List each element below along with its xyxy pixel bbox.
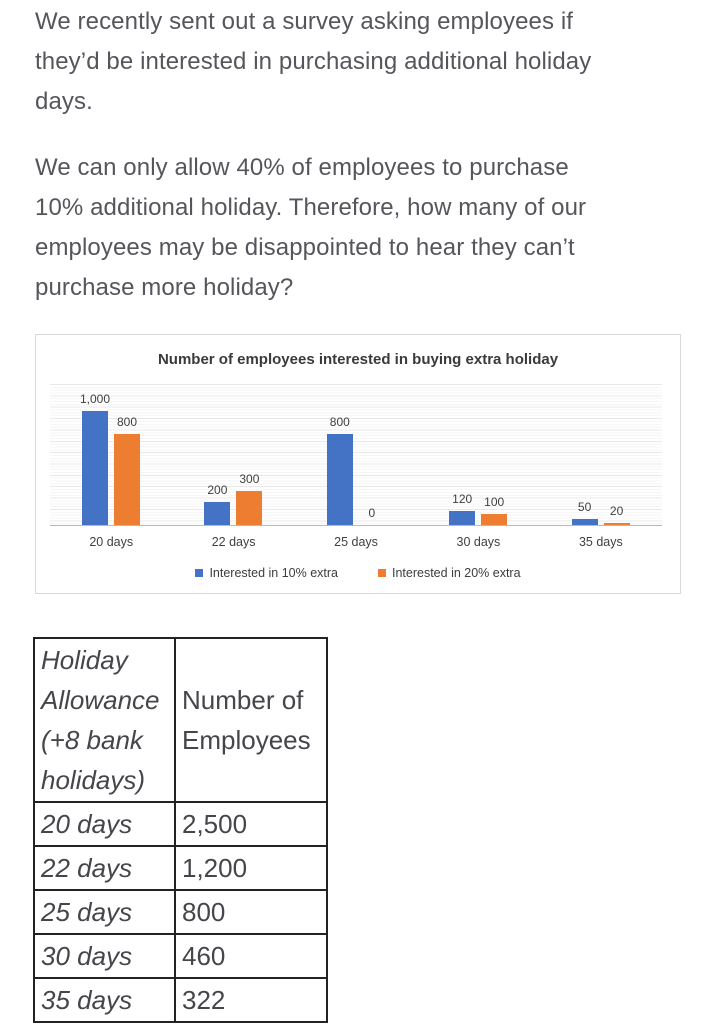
table-row: 30 days 460	[33, 933, 328, 979]
cell-allowance: 35 days	[33, 977, 176, 1023]
table-row: 25 days 800	[33, 889, 328, 935]
bar-22-days-series1	[204, 502, 231, 525]
header-holiday-allowance: Holiday Allowance (+8 bank holidays)	[33, 637, 176, 803]
data-label: 50	[577, 500, 592, 515]
data-label: 800	[116, 415, 138, 430]
header-number-of-employees: Number of Employees	[174, 637, 328, 803]
data-label: 300	[239, 471, 260, 486]
data-label: 20	[609, 503, 624, 518]
category-label: 35 days	[578, 535, 623, 549]
bar-25-days-series1	[326, 434, 353, 525]
question-text-line: they’d be interested in purchasing addit…	[35, 48, 592, 75]
chart-legend: Interested in 10% extra Interested in 20%…	[36, 566, 680, 580]
bar-30-days-series2	[481, 513, 508, 525]
chart-category-axis: 20 days 22 days 25 days 30 days 35 days	[50, 535, 662, 549]
data-label: 100	[484, 494, 505, 509]
category-label: 25 days	[334, 535, 378, 549]
cell-allowance: 22 days	[33, 845, 176, 891]
cell-employees: 800	[174, 889, 328, 935]
bar-35-days-series1	[571, 519, 598, 525]
table-row: 22 days 1,200	[33, 845, 328, 891]
table-row: 20 days 2,500	[33, 801, 328, 847]
bar-chart: Number of employees interested in buying…	[35, 334, 681, 594]
table-header-row: Holiday Allowance (+8 bank holidays) Numb…	[33, 637, 328, 803]
data-label: 0	[368, 506, 376, 520]
bar-20-days-series2	[114, 434, 140, 525]
question-paragraph-2: We can only allow 40% of employees to pu…	[35, 148, 647, 308]
question-paragraph-1: We recently sent out a survey asking emp…	[35, 2, 647, 122]
cell-employees: 322	[174, 977, 328, 1023]
legend-swatch-icon	[378, 569, 386, 577]
cell-employees: 1,200	[174, 845, 328, 891]
question-text-line: employees may be disappointed to hear th…	[35, 234, 575, 261]
chart-title: Number of employees interested in buying…	[157, 351, 559, 368]
category-label: 30 days	[456, 535, 501, 549]
data-label: 200	[207, 483, 228, 498]
chart-plot-area: 1,000 200 800 120 50 800 300 0 100 20	[50, 384, 662, 526]
bar-35-days-series2	[603, 522, 630, 525]
bar-30-days-series1	[449, 511, 476, 525]
question-text-line: 10% additional holiday. Therefore, how m…	[35, 194, 587, 221]
cell-employees: 2,500	[174, 801, 328, 847]
holiday-allowance-table: Holiday Allowance (+8 bank holidays) Numb…	[33, 637, 328, 1023]
category-label: 20 days	[89, 535, 134, 549]
data-label: 800	[329, 415, 350, 430]
bar-20-days-series1	[82, 411, 108, 525]
question-text: We recently sent out a survey asking emp…	[35, 2, 683, 308]
cell-allowance: 30 days	[33, 933, 176, 979]
cell-employees: 460	[174, 933, 328, 979]
question-text-line: We can only allow 40% of employees to pu…	[35, 154, 569, 181]
table-row: 35 days 322	[33, 977, 328, 1023]
cell-allowance: 25 days	[33, 889, 176, 935]
legend-item: Interested in 10% extra	[195, 566, 338, 580]
legend-swatch-icon	[195, 569, 204, 577]
data-label: 1,000	[79, 392, 111, 407]
question-text-line: We recently sent out a survey asking emp…	[35, 8, 574, 35]
legend-label: Interested in 10% extra	[209, 566, 338, 580]
question-text-line: purchase more holiday?	[35, 274, 294, 301]
category-label: 22 days	[211, 535, 256, 549]
legend-item: Interested in 20% extra	[378, 566, 521, 580]
cell-allowance: 20 days	[33, 801, 176, 847]
data-label: 120	[452, 492, 473, 507]
bar-22-days-series2	[236, 490, 263, 525]
question-text-line: days.	[35, 88, 93, 115]
legend-label: Interested in 20% extra	[392, 566, 521, 580]
